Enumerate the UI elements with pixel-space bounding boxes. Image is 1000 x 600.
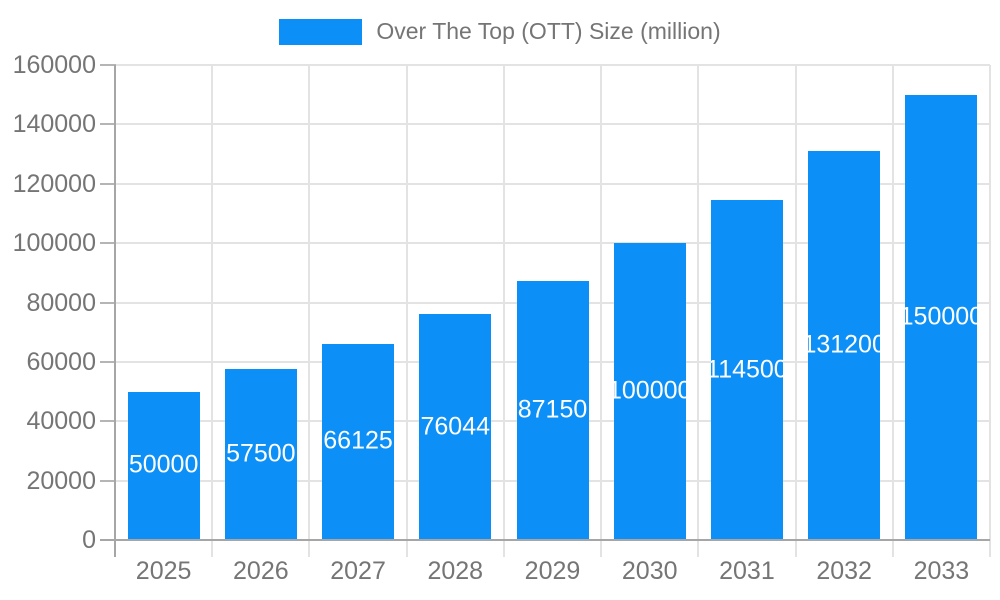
y-axis-tick	[100, 182, 116, 185]
y-axis-tick	[100, 301, 116, 304]
legend-swatch	[279, 18, 363, 45]
y-tick-label: 160000	[12, 51, 96, 79]
bar-value-label: 66125	[323, 426, 393, 455]
bar[interactable]: 100000	[613, 243, 686, 539]
y-tick-label: 120000	[12, 169, 96, 198]
bar[interactable]: 50000	[127, 391, 200, 539]
bar[interactable]: 87150	[516, 281, 589, 539]
bar-value-label: 87150	[517, 395, 588, 424]
bar[interactable]: 150000	[905, 94, 978, 539]
y-tick-label: 20000	[26, 466, 96, 495]
bar-value-label: 76044	[420, 412, 491, 441]
y-tick-label: 60000	[26, 347, 96, 376]
bar-value-label: 114500	[710, 355, 783, 384]
legend-label: Over The Top (OTT) Size (million)	[376, 18, 721, 44]
y-tick-label: 140000	[12, 110, 96, 139]
gridline-vertical	[697, 65, 700, 557]
y-axis-tick	[100, 123, 116, 126]
gridline-horizontal	[115, 242, 990, 245]
legend-item[interactable]: Over The Top (OTT) Size (million)	[0, 18, 1000, 45]
y-axis-tick	[100, 242, 116, 245]
y-tick-label: 0	[82, 526, 96, 554]
y-axis-tick	[100, 479, 116, 482]
x-tick-label: 2029	[524, 557, 581, 585]
gridline-vertical	[989, 65, 991, 557]
bar-value-label: 100000	[613, 376, 686, 405]
bar[interactable]: 66125	[322, 343, 395, 539]
bar-value-label: 131200	[808, 330, 881, 359]
y-axis-tick	[100, 420, 116, 423]
y-tick-label: 80000	[26, 288, 96, 317]
x-tick-label: 2027	[330, 557, 386, 585]
gridline-horizontal	[115, 64, 990, 66]
y-axis-tick	[100, 360, 116, 363]
x-tick-label: 2031	[719, 557, 775, 585]
bar[interactable]: 57500	[224, 369, 297, 539]
bar[interactable]: 131200	[808, 150, 881, 539]
gridline-vertical	[502, 65, 505, 557]
bar-value-label: 57500	[226, 439, 296, 468]
gridline-horizontal	[115, 182, 990, 185]
y-axis-line	[114, 65, 116, 557]
gridline-vertical	[211, 65, 214, 557]
gridline-vertical	[405, 65, 408, 557]
x-axis-line	[100, 539, 990, 541]
x-tick-label: 2026	[233, 557, 289, 585]
x-tick-label: 2025	[135, 557, 192, 585]
x-tick-label: 2030	[621, 557, 678, 585]
y-tick-label: 100000	[12, 229, 96, 258]
y-axis-tick	[100, 64, 116, 66]
gridline-horizontal	[115, 123, 990, 126]
gridline-vertical	[794, 65, 797, 557]
bar[interactable]: 76044	[419, 314, 492, 539]
x-tick-label: 2033	[913, 557, 970, 585]
y-tick-label: 40000	[26, 407, 96, 436]
bar-value-label: 150000	[905, 302, 978, 331]
bar-value-label: 50000	[128, 450, 199, 479]
gridline-vertical	[891, 65, 894, 557]
x-tick-label: 2028	[427, 557, 484, 585]
x-tick-label: 2032	[816, 557, 872, 585]
gridline-vertical	[308, 65, 311, 557]
bar[interactable]: 114500	[710, 200, 783, 539]
gridline-vertical	[600, 65, 603, 557]
